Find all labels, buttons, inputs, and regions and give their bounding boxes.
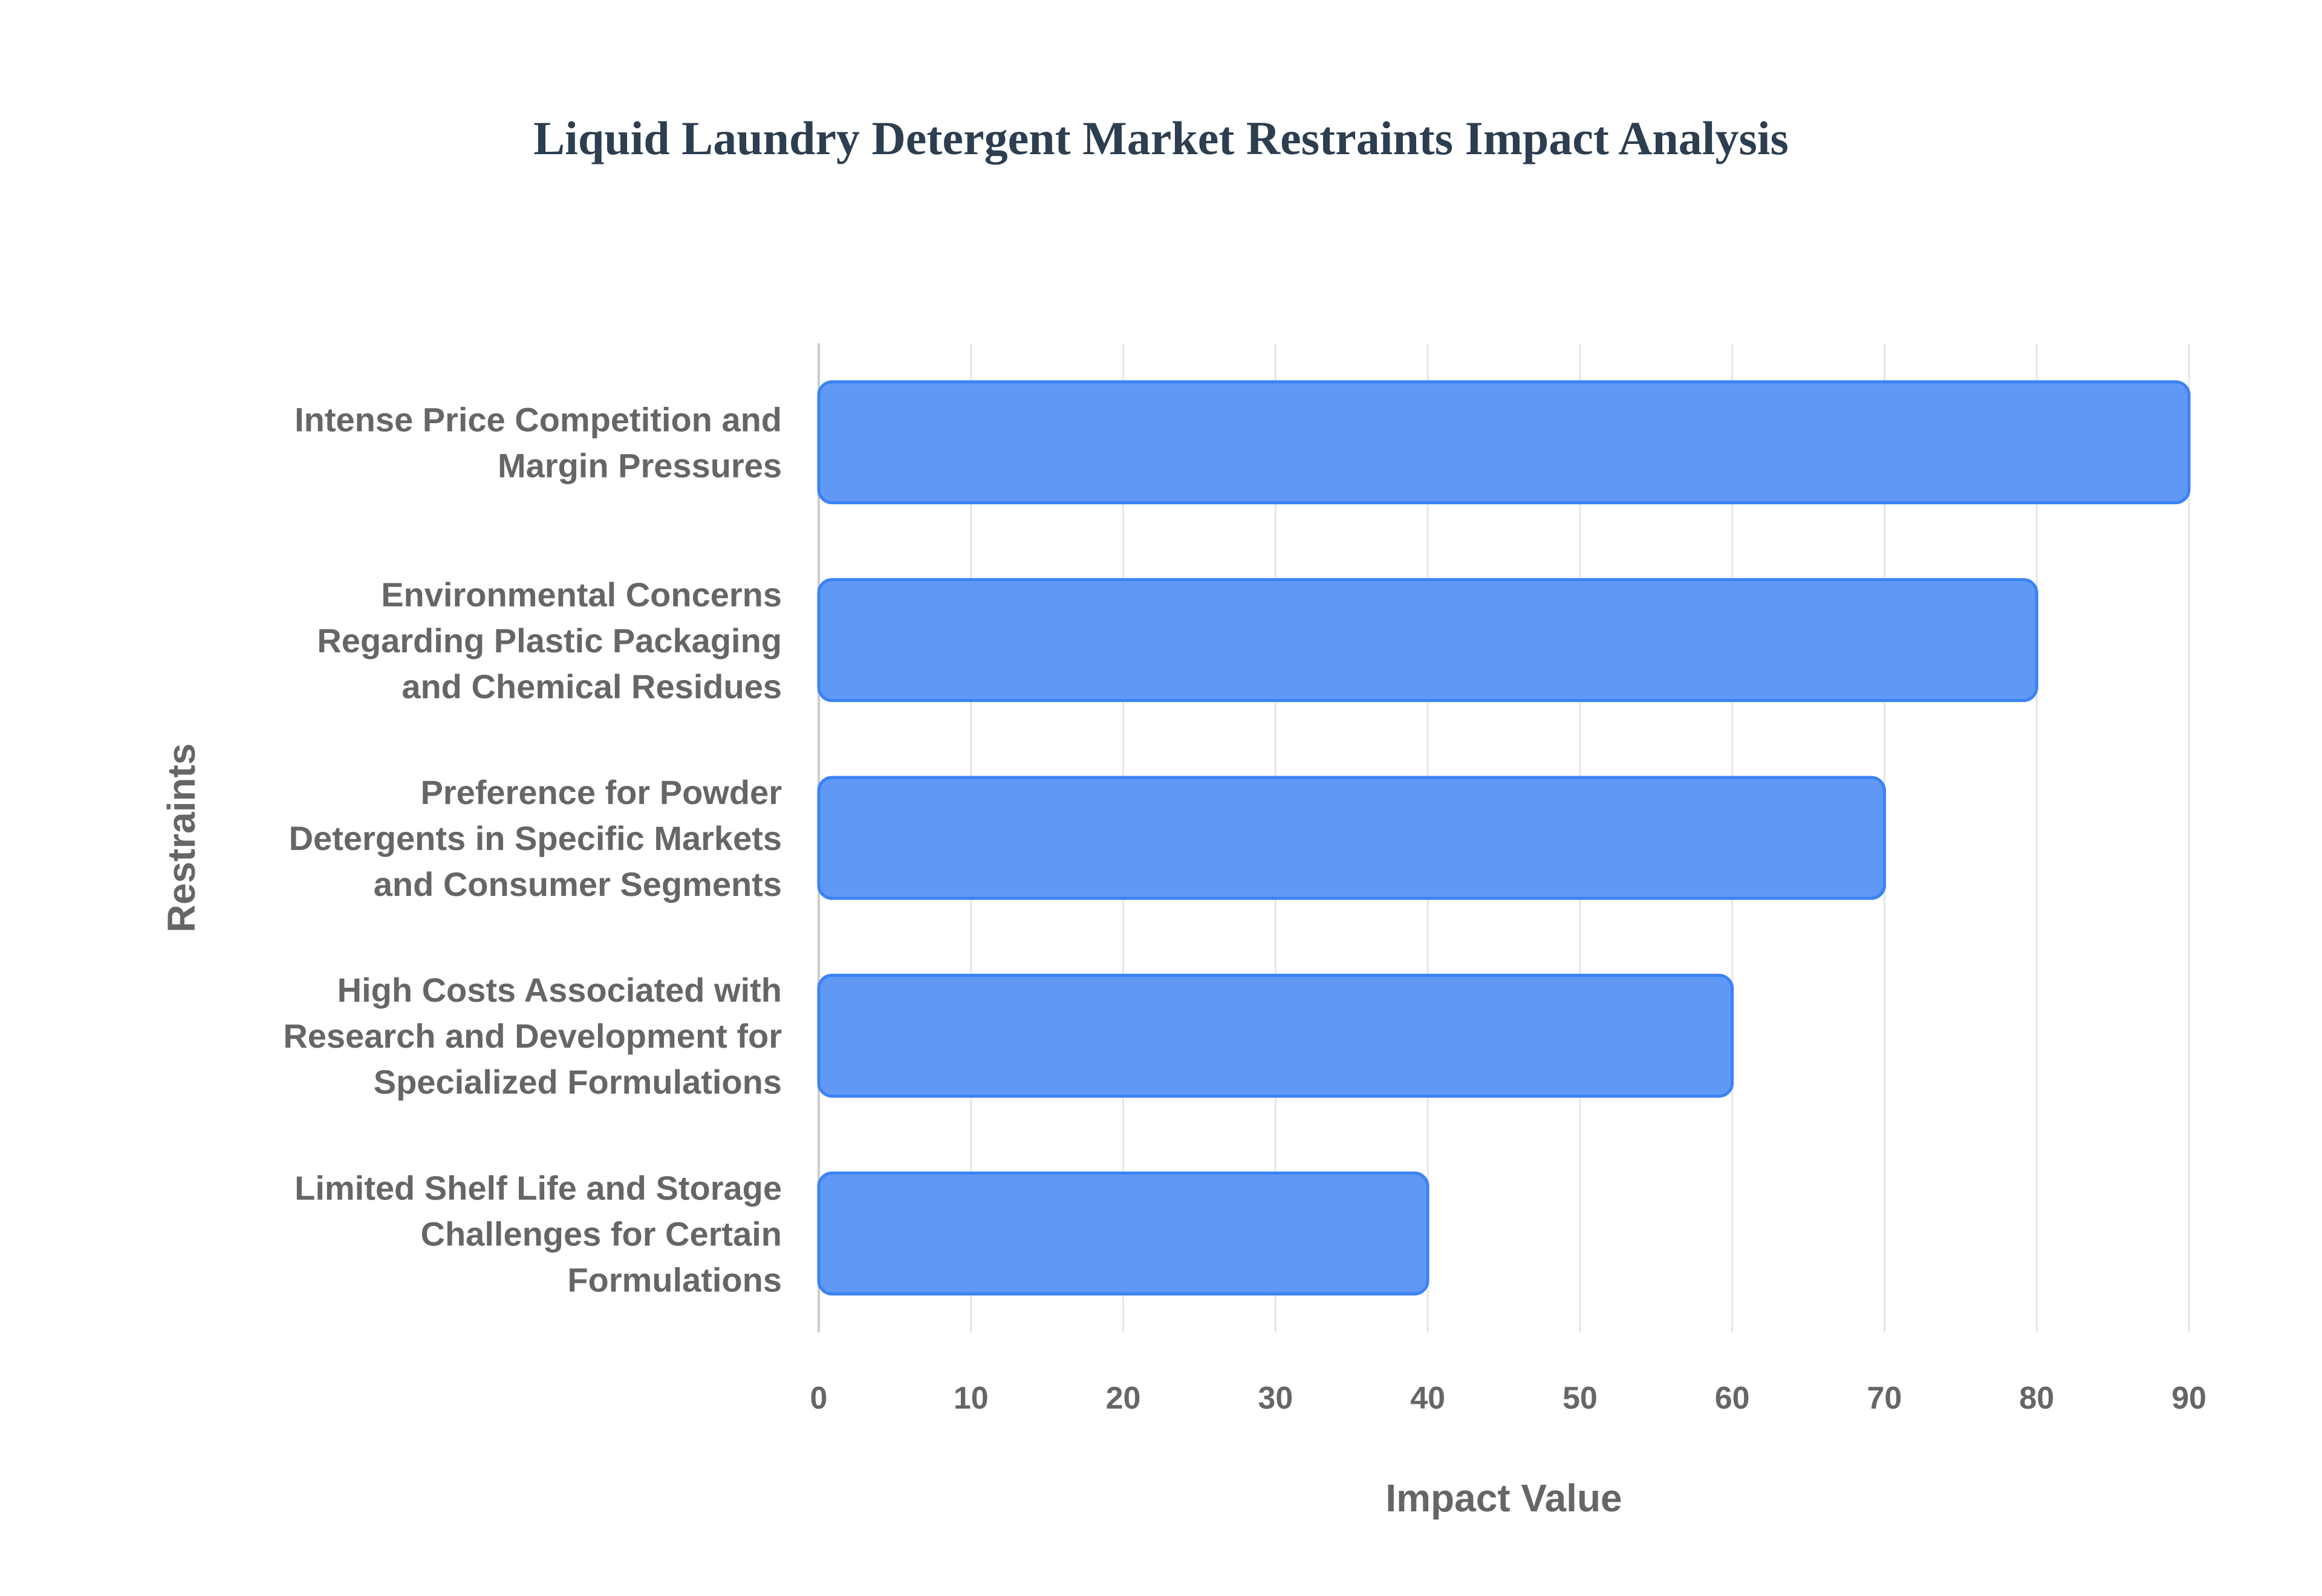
x-tick-label: 60 [1715, 1381, 1750, 1416]
x-tick-label: 0 [810, 1381, 828, 1416]
y-category-labels: Intense Price Competition and Margin Pres… [283, 401, 782, 1299]
category-label-line: High Costs Associated with [337, 971, 782, 1009]
category-label-line: Intense Price Competition and [294, 401, 782, 439]
category-label-line: Limited Shelf Life and Storage [294, 1169, 782, 1207]
bar[interactable] [817, 578, 2038, 702]
x-tick-label: 90 [2171, 1381, 2207, 1416]
x-tick-label: 50 [1563, 1381, 1598, 1416]
category-label-line: Specialized Formulations [374, 1063, 782, 1101]
category-label-line: Challenges for Certain [421, 1215, 782, 1253]
category-label-line: Formulations [567, 1260, 782, 1299]
chart-title: Liquid Laundry Detergent Market Restrain… [533, 112, 1789, 164]
category-label-line: Regarding Plastic Packaging [317, 621, 782, 660]
x-tick-label: 80 [2019, 1381, 2054, 1416]
x-tick-label: 20 [1106, 1381, 1141, 1416]
y-category-label: Environmental Concerns Regarding Plastic … [317, 576, 782, 706]
category-label-line: and Chemical Residues [402, 667, 782, 706]
x-tick-labels: 0 10 20 30 40 50 60 70 80 90 [810, 1381, 2207, 1416]
bar[interactable] [817, 380, 2191, 505]
x-tick-label: 70 [1867, 1381, 1902, 1416]
y-category-label: Preference for Powder Detergents in Speci… [289, 773, 782, 903]
x-tick-label: 10 [954, 1381, 989, 1416]
category-label-line: Research and Development for [283, 1017, 782, 1055]
bar[interactable] [817, 776, 1886, 900]
category-label-line: Environmental Concerns [381, 576, 782, 614]
category-label-line: Preference for Powder [420, 773, 782, 811]
bar[interactable] [817, 1171, 1429, 1296]
y-category-label: Intense Price Competition and Margin Pres… [294, 401, 782, 485]
y-category-label: High Costs Associated with Research and D… [283, 971, 782, 1101]
bar[interactable] [817, 973, 1734, 1098]
x-axis-title: Impact Value [1385, 1476, 1622, 1520]
category-label-line: Detergents in Specific Markets [289, 819, 782, 857]
category-label-line: Margin Pressures [498, 447, 782, 485]
y-axis-title: Restraints [160, 744, 203, 933]
y-category-label: Limited Shelf Life and Storage Challenges… [294, 1169, 782, 1299]
x-tick-label: 40 [1410, 1381, 1445, 1416]
x-tick-label: 30 [1258, 1381, 1293, 1416]
category-label-line: and Consumer Segments [374, 865, 782, 903]
bars [817, 380, 2191, 1296]
